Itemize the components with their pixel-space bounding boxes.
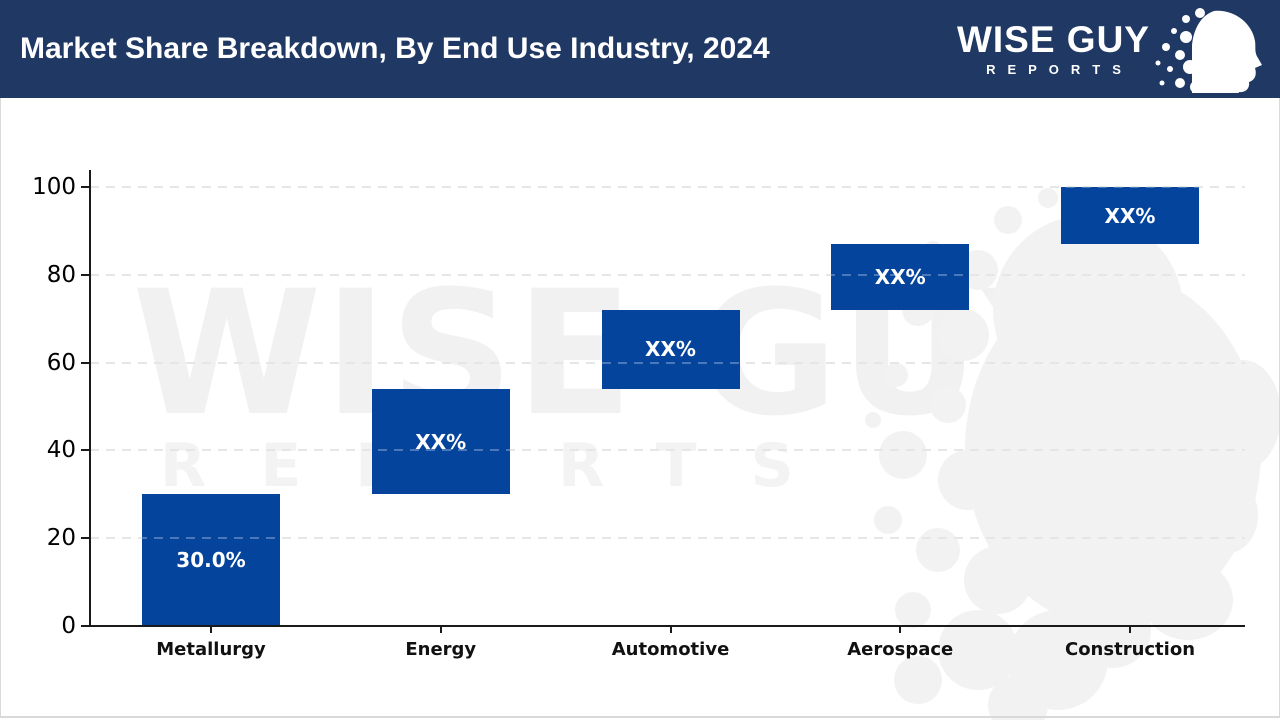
gridline-overlay bbox=[90, 449, 1245, 452]
brand-subname: REPORTS bbox=[986, 62, 1133, 77]
bar-construction: XX% bbox=[1061, 187, 1199, 245]
brand-logo: WISE GUY REPORTS bbox=[957, 4, 1272, 94]
bar-value-label: 30.0% bbox=[176, 548, 246, 573]
bar-value-label: XX% bbox=[645, 337, 696, 362]
x-category-label: Construction bbox=[1064, 639, 1196, 660]
y-tick-label: 20 bbox=[46, 525, 76, 552]
x-tick bbox=[1129, 627, 1131, 633]
page-title: Market Share Breakdown, By End Use Indus… bbox=[20, 32, 770, 65]
bar-metallurgy: 30.0% bbox=[142, 494, 280, 626]
header-bar: Market Share Breakdown, By End Use Indus… bbox=[0, 0, 1280, 98]
y-tick-label: 100 bbox=[32, 174, 76, 200]
x-tick bbox=[899, 627, 902, 633]
bar-aerospace: XX% bbox=[831, 244, 970, 310]
brand-name: WISE GUY bbox=[956, 19, 1150, 60]
x-category-label: Energy bbox=[405, 639, 477, 660]
y-tick-label: 0 bbox=[61, 613, 76, 639]
x-axis bbox=[89, 625, 1245, 627]
gridline-overlay bbox=[90, 186, 1245, 188]
bar-automotive: XX% bbox=[601, 309, 740, 389]
page-border-bottom bbox=[0, 716, 1280, 718]
gridline-overlay bbox=[90, 537, 1245, 540]
y-tick bbox=[81, 273, 90, 276]
gridline-overlay bbox=[90, 361, 1245, 364]
x-category-label: Metallurgy bbox=[156, 639, 266, 660]
page-border-left bbox=[0, 98, 1, 718]
bar-value-label: XX% bbox=[874, 264, 926, 289]
x-category-label: Aerospace bbox=[847, 639, 954, 660]
gridline-overlay bbox=[90, 273, 1245, 276]
y-tick-label: 80 bbox=[46, 261, 76, 288]
y-tick bbox=[81, 537, 90, 540]
x-tick bbox=[669, 627, 672, 633]
bar-value-label: XX% bbox=[415, 429, 467, 454]
brand-logo-text: WISE GUY REPORTS bbox=[957, 21, 1150, 77]
brand-head-icon bbox=[1155, 8, 1262, 93]
gridline bbox=[90, 449, 1245, 452]
x-tick bbox=[210, 627, 212, 633]
y-tick bbox=[81, 449, 90, 452]
x-tick bbox=[439, 627, 442, 633]
gridline bbox=[90, 537, 1245, 540]
x-category-label: Automotive bbox=[611, 639, 730, 660]
y-tick-label: 40 bbox=[46, 437, 76, 464]
bar-value-label: XX% bbox=[1104, 203, 1156, 228]
y-tick bbox=[81, 361, 90, 364]
bar-energy: XX% bbox=[371, 388, 510, 495]
y-tick-label: 60 bbox=[46, 349, 76, 376]
y-tick bbox=[81, 186, 90, 188]
gridline bbox=[90, 273, 1245, 276]
y-axis bbox=[89, 170, 91, 627]
gridline bbox=[90, 186, 1245, 188]
y-tick bbox=[81, 625, 90, 627]
